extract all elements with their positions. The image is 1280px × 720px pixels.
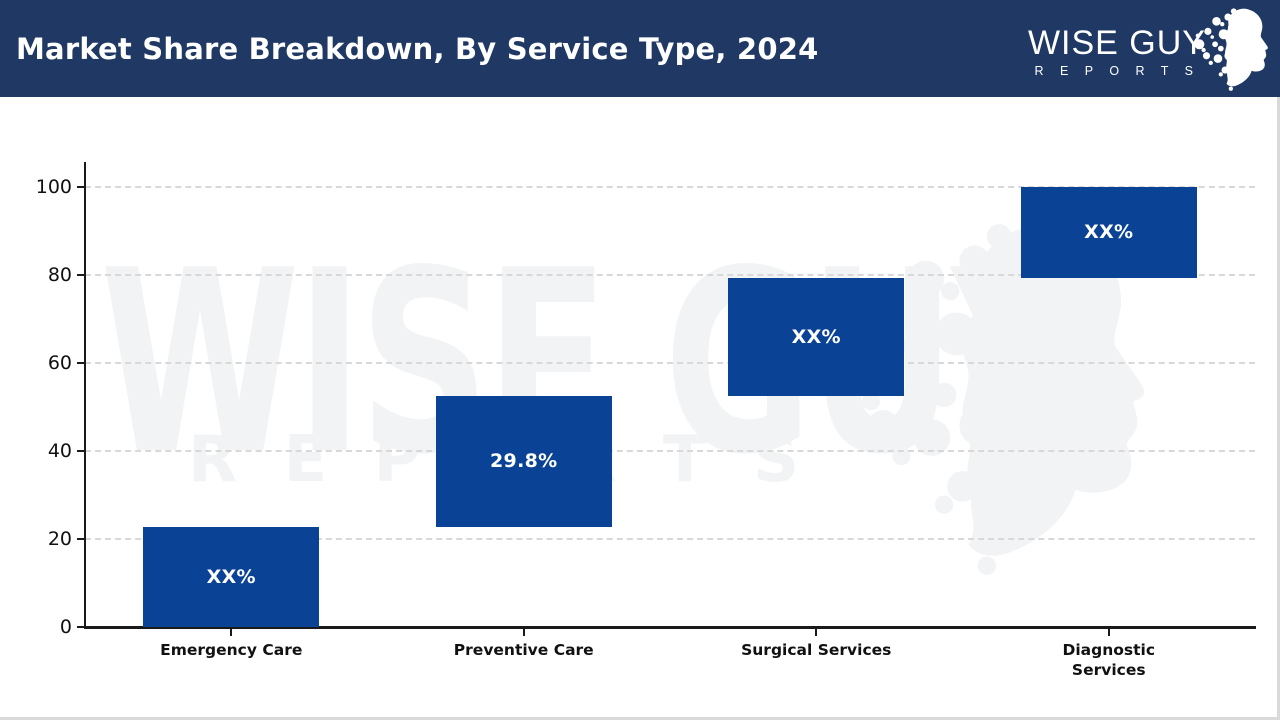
page-title: Market Share Breakdown, By Service Type,… xyxy=(16,31,819,66)
gridline-40 xyxy=(85,449,1255,452)
logo-text: WISE GUY R E P O R T S xyxy=(1027,24,1206,78)
logo-tagline: R E P O R T S xyxy=(1034,63,1200,78)
bar-value-label-preventive-care: 29.8% xyxy=(490,450,558,473)
logo-wordmark: WISE GUY xyxy=(1027,24,1206,63)
y-tick-40 xyxy=(77,449,85,452)
y-axis-line xyxy=(84,162,86,629)
page-border-bottom xyxy=(0,717,1280,720)
bar-preventive-care: 29.8% xyxy=(435,395,612,528)
gridline-100 xyxy=(85,185,1255,188)
y-tick-label-0: 0 xyxy=(59,616,72,638)
bar-surgical-services: XX% xyxy=(728,278,905,396)
y-tick-label-80: 80 xyxy=(47,263,72,286)
bar-diagnostic-services: XX% xyxy=(1020,186,1197,279)
bar-value-label-surgical-services: XX% xyxy=(791,325,841,348)
wise-guy-logo: WISE GUY R E P O R T S xyxy=(1028,6,1274,94)
y-tick-20 xyxy=(77,537,85,540)
bar-emergency-care: XX% xyxy=(143,527,320,627)
x-axis-line xyxy=(84,626,1256,629)
x-category-label-emergency-care: Emergency Care xyxy=(160,641,303,659)
x-tick-surgical-services xyxy=(815,629,818,636)
x-tick-emergency-care xyxy=(230,629,233,636)
bar-value-label-emergency-care: XX% xyxy=(206,566,256,588)
gridline-80 xyxy=(85,273,1255,276)
y-tick-100 xyxy=(77,185,85,188)
y-tick-label-20: 20 xyxy=(47,527,72,550)
logo-face-icon xyxy=(1194,8,1268,91)
y-tick-60 xyxy=(77,361,85,364)
y-tick-80 xyxy=(77,273,85,276)
header: Market Share Breakdown, By Service Type,… xyxy=(0,0,1280,97)
gridline-60 xyxy=(85,361,1255,364)
page-border-right xyxy=(1277,97,1280,717)
y-tick-label-40: 40 xyxy=(47,439,72,462)
x-tick-preventive-care xyxy=(522,629,525,636)
bar-value-label-diagnostic-services: XX% xyxy=(1084,221,1134,244)
gridline-20 xyxy=(85,537,1255,540)
y-tick-0 xyxy=(77,626,85,628)
x-tick-diagnostic-services xyxy=(1107,629,1110,636)
x-category-label-surgical-services: Surgical Services xyxy=(741,641,892,659)
x-category-label-preventive-care: Preventive Care xyxy=(453,641,594,659)
y-tick-label-100: 100 xyxy=(35,175,72,198)
y-tick-label-60: 60 xyxy=(47,351,72,374)
x-category-label-diagnostic-services: Diagnostic Services xyxy=(1062,641,1156,680)
